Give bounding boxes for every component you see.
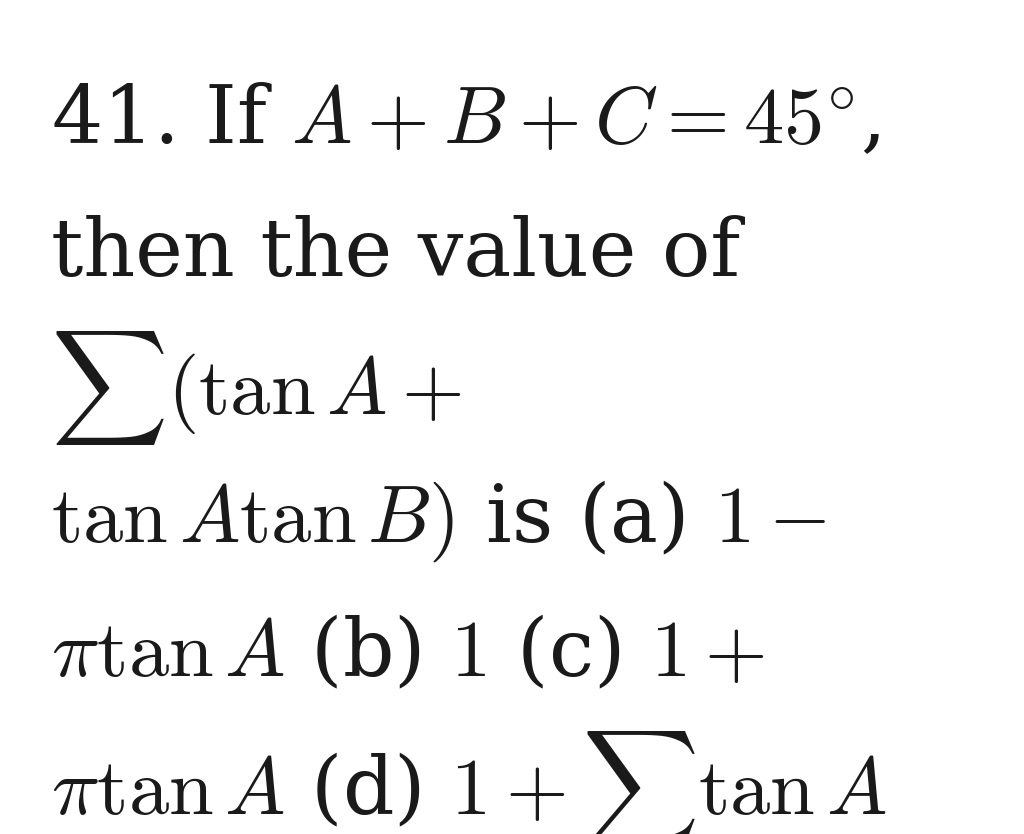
Text: $\pi\tan A$ (d) $1+\sum\tan A$: $\pi\tan A$ (d) $1+\sum\tan A$: [51, 729, 887, 834]
Text: $\sum(\tan A+$: $\sum(\tan A+$: [51, 329, 462, 447]
Text: then the value of: then the value of: [51, 215, 740, 294]
Text: $\tan A\tan B)$ is (a) $1-$: $\tan A\tan B)$ is (a) $1-$: [51, 479, 827, 564]
Text: 41. If $A+B+C=45^{\circ}$,: 41. If $A+B+C=45^{\circ}$,: [51, 82, 881, 160]
Text: $\pi\tan A$ (b) $1$ (c) $1+$: $\pi\tan A$ (b) $1$ (c) $1+$: [51, 615, 765, 694]
